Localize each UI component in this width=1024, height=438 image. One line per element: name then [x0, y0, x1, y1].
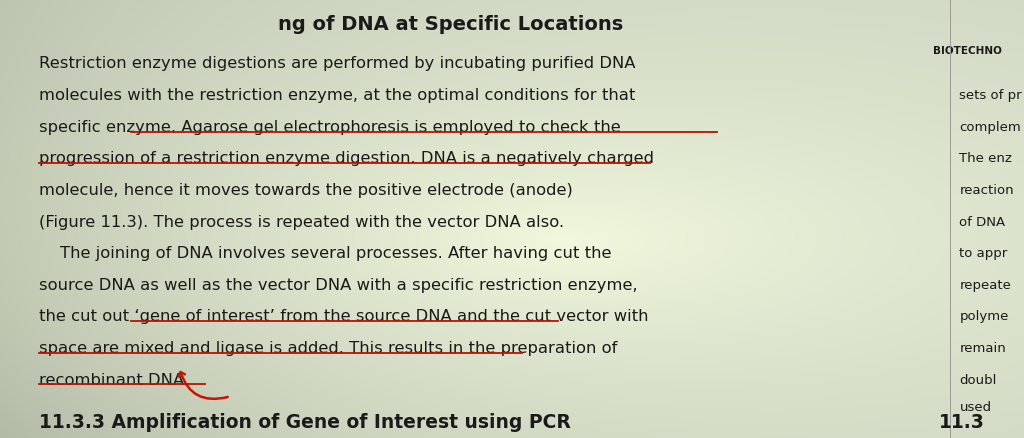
Text: repeate: repeate: [959, 278, 1012, 291]
Text: (Figure 11.3). The process is repeated with the vector DNA also.: (Figure 11.3). The process is repeated w…: [39, 214, 564, 229]
Text: the cut out ‘gene of interest’ from the source DNA and the cut vector with: the cut out ‘gene of interest’ from the …: [39, 309, 648, 324]
Text: space are mixed and ligase is added. This results in the preparation of: space are mixed and ligase is added. Thi…: [39, 340, 617, 355]
Text: source DNA as well as the vector DNA with a specific restriction enzyme,: source DNA as well as the vector DNA wit…: [39, 277, 638, 292]
Text: 11.3.3 Amplification of Gene of Interest using PCR: 11.3.3 Amplification of Gene of Interest…: [39, 412, 570, 431]
Text: reaction: reaction: [959, 184, 1014, 197]
Text: specific enzyme. Agarose gel electrophoresis is employed to check the: specific enzyme. Agarose gel electrophor…: [39, 120, 621, 134]
Text: doubl: doubl: [959, 373, 996, 386]
Text: molecule, hence it moves towards the positive electrode (anode): molecule, hence it moves towards the pos…: [39, 183, 572, 198]
Text: complem: complem: [959, 120, 1021, 134]
Text: ng of DNA at Specific Locations: ng of DNA at Specific Locations: [278, 15, 624, 34]
Text: to appr: to appr: [959, 247, 1008, 260]
Text: of DNA: of DNA: [959, 215, 1006, 228]
Text: sets of pr: sets of pr: [959, 89, 1022, 102]
Text: polyme: polyme: [959, 310, 1009, 323]
Text: The joining of DNA involves several processes. After having cut the: The joining of DNA involves several proc…: [39, 246, 611, 261]
Text: used: used: [959, 400, 991, 413]
Text: recombinant DNA.: recombinant DNA.: [39, 372, 188, 387]
Text: BIOTECHNO: BIOTECHNO: [933, 46, 1001, 56]
Text: 11.3: 11.3: [939, 412, 985, 431]
Text: The enz: The enz: [959, 152, 1013, 165]
Text: progression of a restriction enzyme digestion. DNA is a negatively charged: progression of a restriction enzyme dige…: [39, 151, 654, 166]
Text: remain: remain: [959, 341, 1007, 354]
Text: Restriction enzyme digestions are performed by incubating purified DNA: Restriction enzyme digestions are perfor…: [39, 56, 636, 71]
Text: molecules with the restriction enzyme, at the optimal conditions for that: molecules with the restriction enzyme, a…: [39, 88, 635, 103]
